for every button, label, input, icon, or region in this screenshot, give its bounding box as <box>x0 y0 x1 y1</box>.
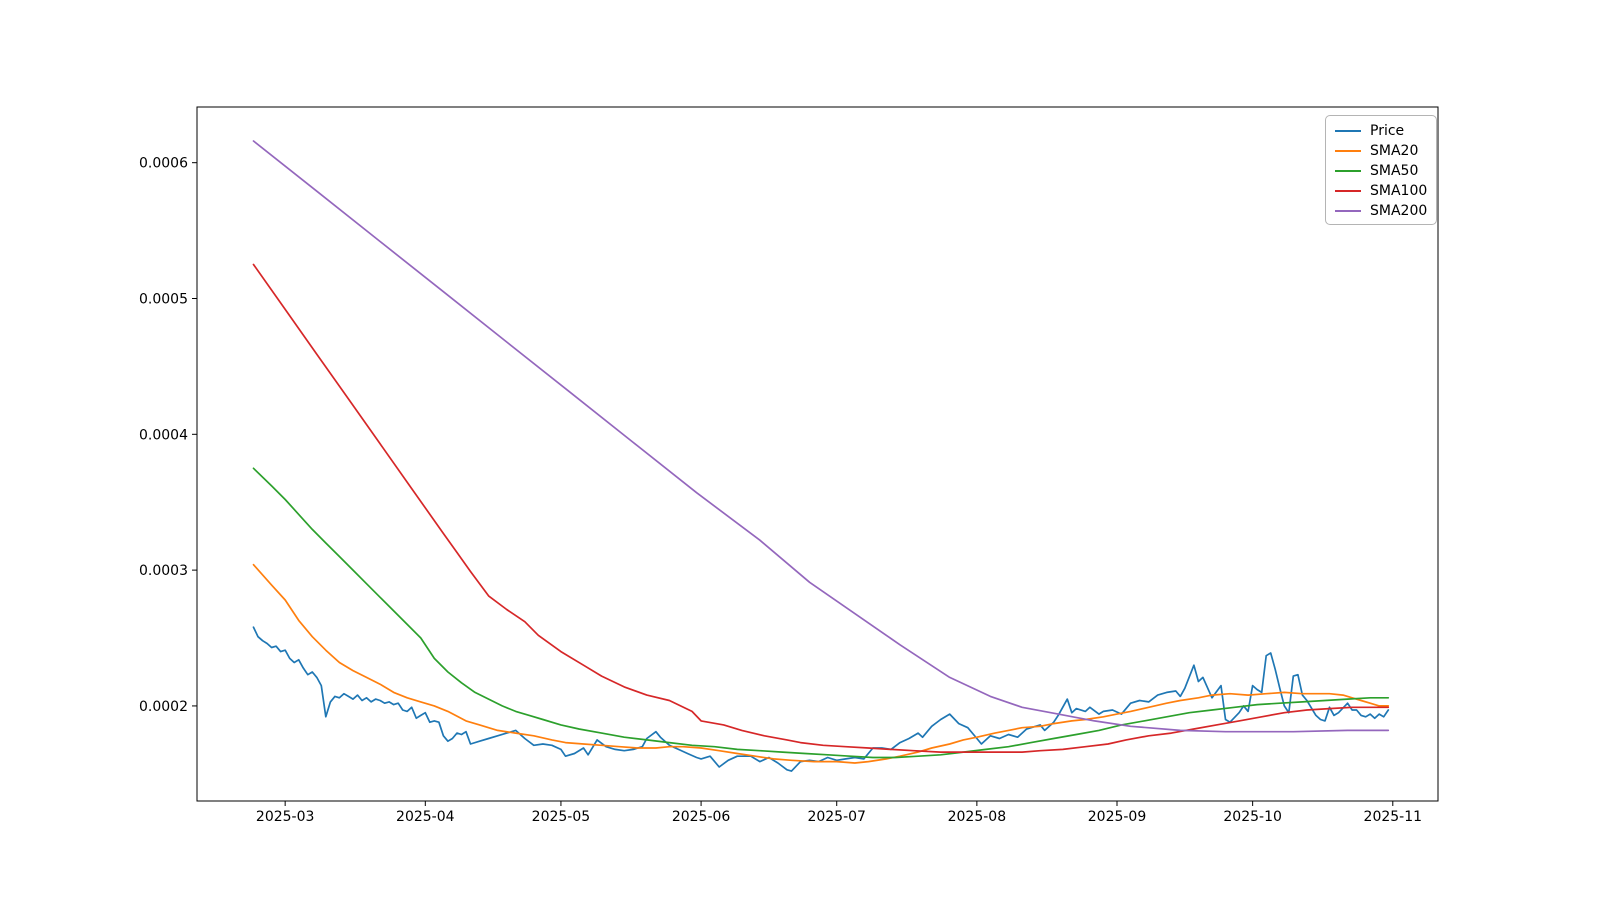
series-line-sma200 <box>252 140 1390 733</box>
chart-legend: Price SMA20 SMA50 SMA100 SMA200 <box>1325 115 1437 225</box>
x-axis-tick-label: 2025-03 <box>256 809 315 825</box>
legend-label-sma200: SMA200 <box>1370 203 1428 219</box>
x-axis-tick-label: 2025-10 <box>1223 809 1282 825</box>
x-axis-tick-label: 2025-11 <box>1364 809 1423 825</box>
x-axis-tick-label: 2025-04 <box>396 809 455 825</box>
sma100-line-swatch-icon <box>1335 190 1361 192</box>
legend-label-sma100: SMA100 <box>1370 183 1428 199</box>
y-axis-tick-label: 0.0003 <box>139 563 188 579</box>
x-axis-tick-label: 2025-08 <box>948 809 1007 825</box>
y-axis-tick-label: 0.0005 <box>139 291 188 307</box>
legend-entry-price: Price <box>1335 121 1428 141</box>
x-axis-tick-label: 2025-05 <box>532 809 591 825</box>
series-line-sma50 <box>252 467 1390 759</box>
legend-entry-sma200: SMA200 <box>1335 201 1428 221</box>
x-axis-tick-label: 2025-09 <box>1088 809 1147 825</box>
series-line-price <box>252 626 1390 772</box>
legend-label-price: Price <box>1370 123 1405 139</box>
legend-label-sma50: SMA50 <box>1370 163 1419 179</box>
series-line-sma20 <box>252 563 1390 764</box>
sma200-line-swatch-icon <box>1335 210 1361 212</box>
legend-entry-sma50: SMA50 <box>1335 161 1428 181</box>
y-axis-tick-label: 0.0004 <box>139 427 188 443</box>
legend-entry-sma100: SMA100 <box>1335 181 1428 201</box>
legend-entry-sma20: SMA20 <box>1335 141 1428 161</box>
legend-label-sma20: SMA20 <box>1370 143 1419 159</box>
plot-border <box>196 106 1439 802</box>
series-line-sma100 <box>252 263 1390 753</box>
y-axis-tick-label: 0.0006 <box>139 156 188 172</box>
x-axis-tick-label: 2025-07 <box>807 809 866 825</box>
price-line-swatch-icon <box>1335 130 1361 132</box>
x-axis-tick-label: 2025-06 <box>672 809 731 825</box>
sma50-line-swatch-icon <box>1335 170 1361 172</box>
y-axis-tick-label: 0.0002 <box>139 699 188 715</box>
sma20-line-swatch-icon <box>1335 150 1361 152</box>
